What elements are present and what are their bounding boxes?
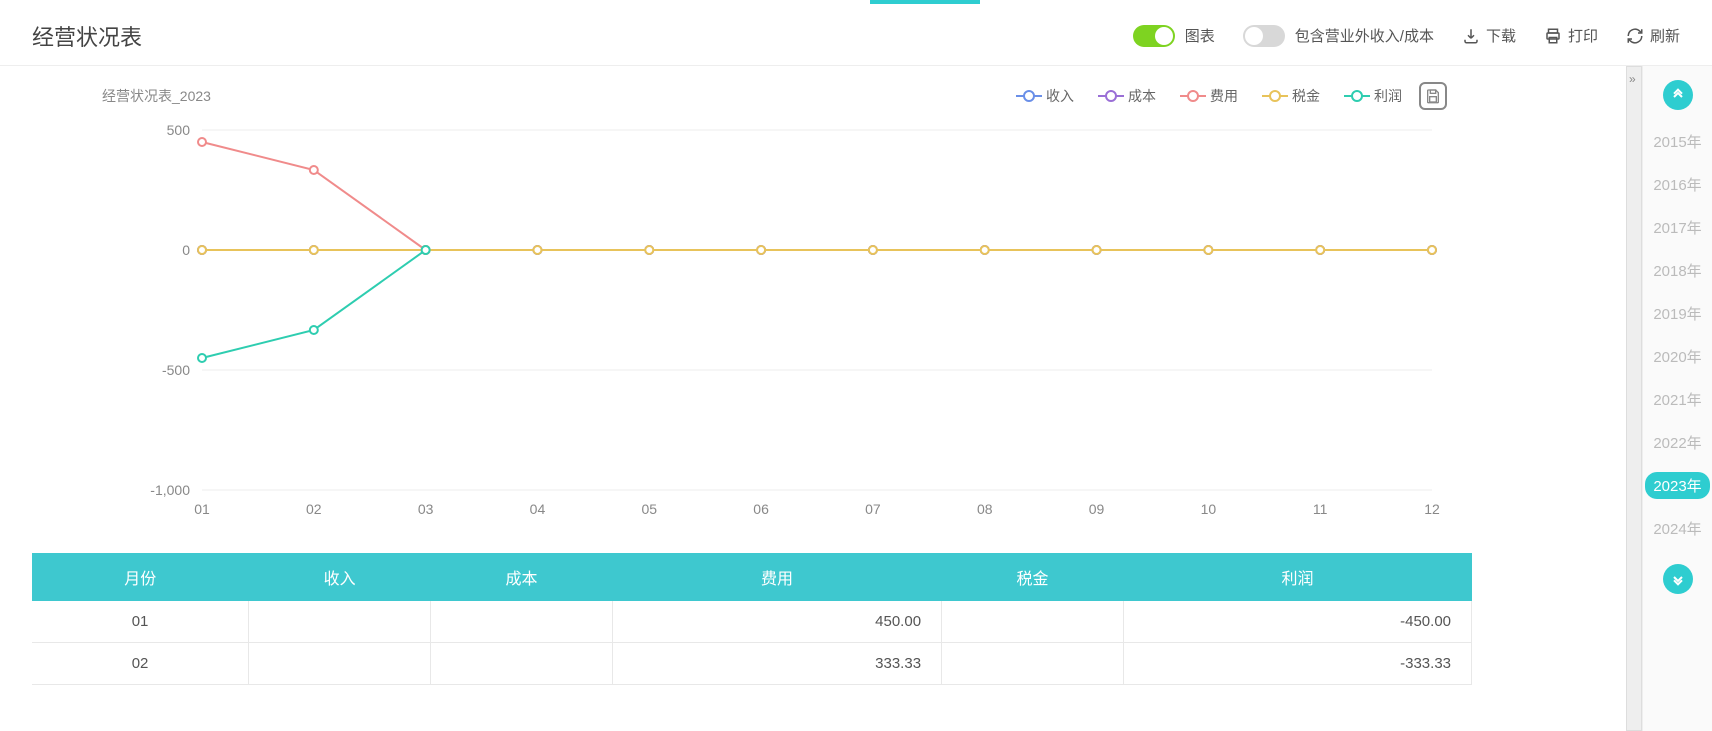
legend-label: 税金: [1292, 86, 1320, 106]
year-item[interactable]: 2016年: [1645, 171, 1709, 198]
sidebar-gutter: »: [1626, 66, 1642, 731]
svg-text:04: 04: [530, 501, 546, 517]
table-header-cell: 月份: [32, 553, 249, 601]
year-item[interactable]: 2015年: [1645, 128, 1709, 155]
table-cell: 02: [32, 643, 249, 685]
active-tab-indicator: [870, 0, 980, 4]
save-icon: [1425, 88, 1441, 104]
svg-text:11: 11: [1313, 501, 1328, 517]
legend-marker: [1016, 95, 1042, 97]
table-cell: [942, 643, 1124, 685]
chevron-up-icon: [1670, 87, 1686, 103]
legend-label: 费用: [1210, 86, 1238, 106]
svg-text:12: 12: [1424, 501, 1440, 517]
legend-label: 成本: [1128, 86, 1156, 106]
line-chart: -1,000 -500 0 500 01 02 03 04 05 06 07 08 09 10 11 12: [52, 110, 1452, 530]
legend-label: 利润: [1374, 86, 1402, 106]
toggle-chart[interactable]: [1133, 25, 1175, 47]
year-item[interactable]: 2017年: [1645, 214, 1709, 241]
year-item[interactable]: 2020年: [1645, 343, 1709, 370]
svg-text:10: 10: [1201, 501, 1217, 517]
svg-text:09: 09: [1089, 501, 1105, 517]
chart-legend: 收入 成本 费用 税金 利润: [1016, 86, 1402, 106]
legend-marker: [1344, 95, 1370, 97]
print-label: 打印: [1568, 25, 1598, 46]
svg-text:01: 01: [194, 501, 210, 517]
toggle-include-extra[interactable]: [1243, 25, 1285, 47]
table-header-cell: 费用: [612, 553, 941, 601]
print-icon: [1544, 27, 1562, 45]
svg-text:-1,000: -1,000: [150, 482, 190, 498]
table-header-cell: 税金: [942, 553, 1124, 601]
svg-text:0: 0: [182, 242, 190, 258]
page-title: 经营状况表: [32, 20, 142, 52]
toggle-chart-label: 图表: [1185, 25, 1215, 46]
legend-marker: [1180, 95, 1206, 97]
legend-item[interactable]: 收入: [1016, 86, 1074, 106]
table-cell: [249, 643, 431, 685]
table-header-cell: 利润: [1123, 553, 1471, 601]
svg-text:03: 03: [418, 501, 434, 517]
table-header-cell: 收入: [249, 553, 431, 601]
header: 经营状况表 图表 包含营业外收入/成本 下载 打印 刷新: [0, 6, 1712, 66]
svg-text:06: 06: [753, 501, 769, 517]
svg-text:02: 02: [306, 501, 322, 517]
collapse-sidebar-icon[interactable]: »: [1629, 75, 1636, 83]
svg-text:500: 500: [167, 122, 191, 138]
year-item[interactable]: 2023年: [1645, 472, 1709, 499]
legend-item[interactable]: 成本: [1098, 86, 1156, 106]
svg-text:-500: -500: [162, 362, 190, 378]
year-item[interactable]: 2022年: [1645, 429, 1709, 456]
download-label: 下载: [1486, 25, 1516, 46]
legend-item[interactable]: 税金: [1262, 86, 1320, 106]
refresh-icon: [1626, 27, 1644, 45]
table-cell: [431, 601, 613, 643]
toggle-include-extra-label: 包含营业外收入/成本: [1295, 25, 1434, 46]
year-item[interactable]: 2019年: [1645, 300, 1709, 327]
legend-marker: [1098, 95, 1124, 97]
year-item[interactable]: 2018年: [1645, 257, 1709, 284]
table-header-row: 月份收入成本费用税金利润: [32, 553, 1472, 601]
print-button[interactable]: 打印: [1544, 25, 1598, 46]
legend-marker: [1262, 95, 1288, 97]
table-body: 01 450.00 -450.00 02 333.33 -333.33: [32, 601, 1472, 685]
legend-label: 收入: [1046, 86, 1074, 106]
table-row: 02 333.33 -333.33: [32, 643, 1472, 685]
year-item[interactable]: 2021年: [1645, 386, 1709, 413]
chart-card: 经营状况表_2023 收入成本费用税金利润 -1,000-50005000102…: [32, 66, 1472, 543]
scroll-up-button[interactable]: [1663, 80, 1693, 110]
download-icon: [1462, 27, 1480, 45]
legend-item[interactable]: 利润: [1344, 86, 1402, 106]
data-table: 月份收入成本费用税金利润 01 450.00 -450.00 02 333.33 -333…: [32, 553, 1472, 685]
table-cell: 01: [32, 601, 249, 643]
table-row: 01 450.00 -450.00: [32, 601, 1472, 643]
download-button[interactable]: 下载: [1462, 25, 1516, 46]
refresh-label: 刷新: [1650, 25, 1680, 46]
refresh-button[interactable]: 刷新: [1626, 25, 1680, 46]
legend-item[interactable]: 费用: [1180, 86, 1238, 106]
year-item[interactable]: 2024年: [1645, 515, 1709, 542]
svg-text:07: 07: [865, 501, 881, 517]
chevron-down-icon: [1670, 571, 1686, 587]
scroll-down-button[interactable]: [1663, 564, 1693, 594]
table-header-cell: 成本: [431, 553, 613, 601]
table-cell: -450.00: [1123, 601, 1471, 643]
year-sidebar: 2015年 2016年 2017年 2018年 2019年 2020年 2021年 2022年…: [1642, 66, 1712, 731]
table-cell: [431, 643, 613, 685]
svg-text:08: 08: [977, 501, 993, 517]
table-cell: 333.33: [612, 643, 941, 685]
table-cell: 450.00: [612, 601, 941, 643]
table-cell: [942, 601, 1124, 643]
save-chart-button[interactable]: [1419, 82, 1447, 110]
table-cell: -333.33: [1123, 643, 1471, 685]
table-cell: [249, 601, 431, 643]
svg-text:05: 05: [641, 501, 657, 517]
